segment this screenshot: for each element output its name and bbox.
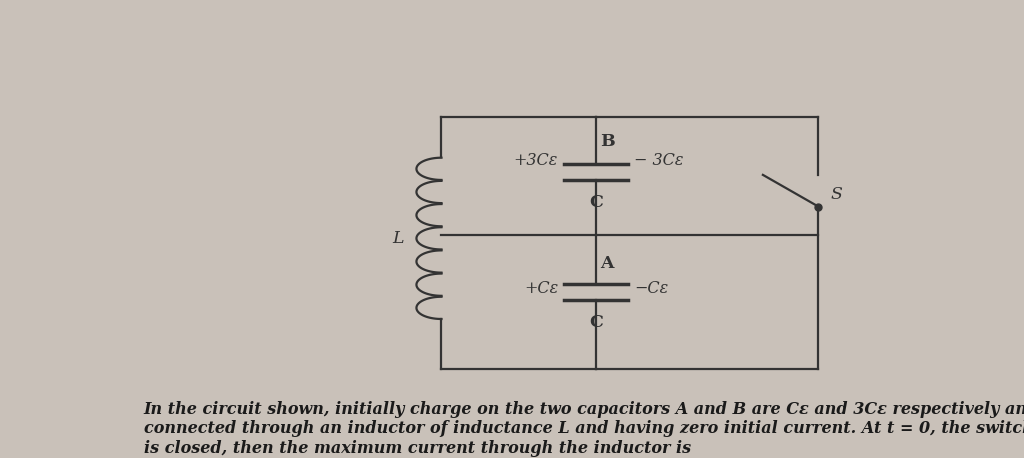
Text: B: B [600,133,615,150]
Text: In the circuit shown, initially charge on the two capacitors A and B are Cε and : In the circuit shown, initially charge o… [143,401,1024,457]
Text: A: A [600,255,613,272]
Text: C: C [589,314,603,331]
Text: C: C [589,194,603,211]
Text: S: S [830,186,842,203]
Text: −Cε: −Cε [634,280,669,297]
Text: − 3Cε: − 3Cε [634,152,684,169]
Text: +3Cε: +3Cε [514,152,558,169]
Text: L: L [392,230,403,247]
Text: +Cε: +Cε [524,280,558,297]
